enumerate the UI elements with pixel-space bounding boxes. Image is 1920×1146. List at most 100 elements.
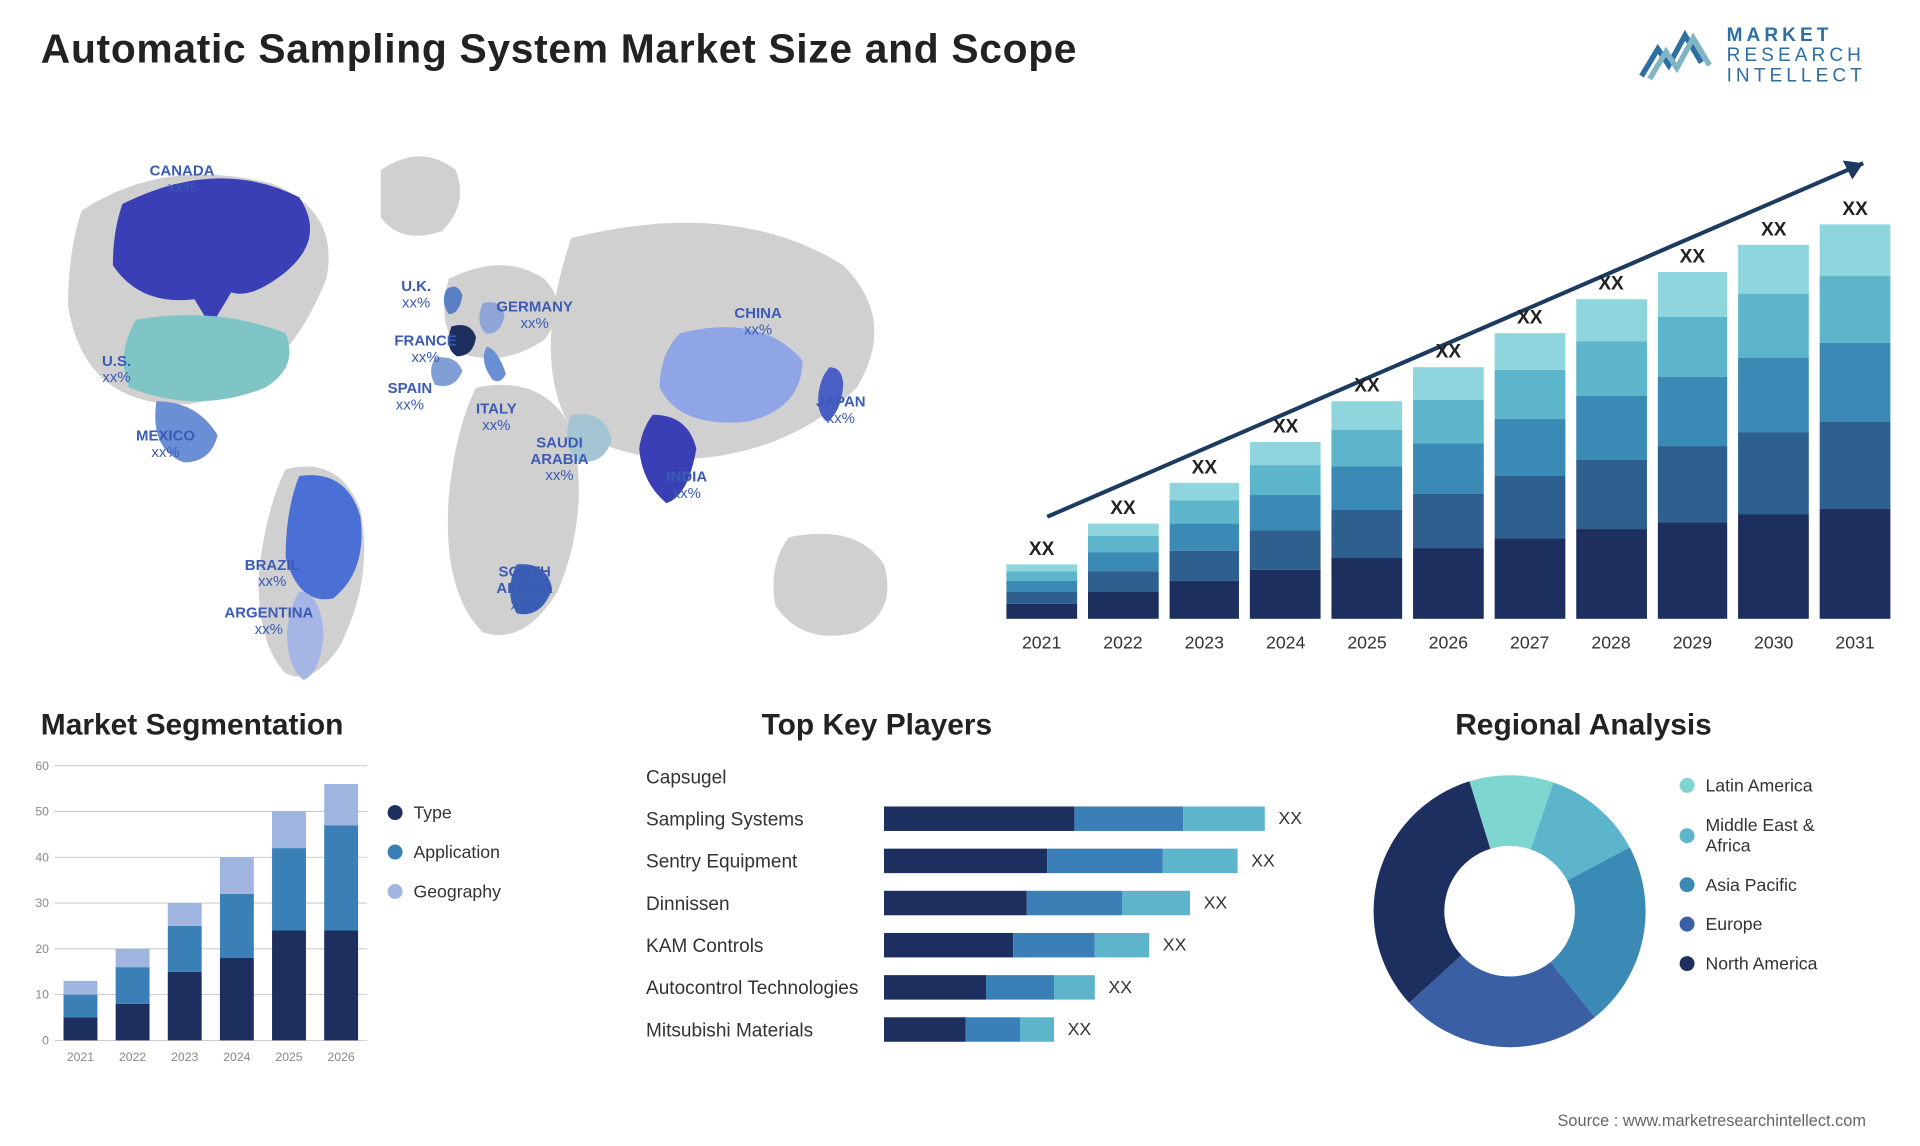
player-bar-segment [986, 974, 1054, 998]
seg-bar-segment [64, 981, 98, 995]
legend-dot [1680, 778, 1695, 793]
player-row: DinnissenXX [646, 881, 1312, 923]
player-row: Mitsubishi MaterialsXX [646, 1008, 1312, 1050]
player-row: Autocontrol Technologies XX [646, 966, 1312, 1008]
legend-dot [1680, 877, 1695, 892]
legend-label: Latin America [1705, 775, 1812, 795]
player-bar [884, 848, 1238, 872]
growth-segment [1250, 495, 1320, 530]
logo-icon [1638, 24, 1713, 85]
player-bar-segment [884, 806, 1074, 830]
svg-text:60: 60 [35, 759, 49, 773]
regional-legend-item: Middle East &Africa [1680, 815, 1818, 856]
map-country-us [124, 315, 290, 401]
growth-bar-2023: XX [1169, 456, 1239, 619]
growth-bar-label: XX [1761, 218, 1786, 240]
growth-segment [1820, 422, 1890, 509]
growth-segment [1332, 430, 1402, 467]
player-bar [884, 1017, 1054, 1041]
growth-segment [1250, 569, 1320, 618]
growth-segment [1332, 510, 1402, 558]
growth-bar-2025: XX [1332, 374, 1402, 619]
seg-bar-segment [272, 811, 306, 848]
player-bar-segment [1183, 806, 1265, 830]
player-bar-segment [1122, 890, 1190, 914]
growth-segment [1006, 592, 1076, 604]
map-label-china: CHINAxx% [734, 306, 781, 339]
legend-label: Middle East &Africa [1705, 815, 1814, 856]
seg-bar-segment [324, 825, 358, 930]
seg-bar-segment [168, 903, 202, 926]
player-bar-segment [966, 1017, 1020, 1041]
logo-line3: INTELLECT [1727, 65, 1866, 85]
seg-legend-item: Application [388, 842, 501, 862]
source-text: Source : www.marketresearchintellect.com [1558, 1111, 1866, 1130]
svg-text:2024: 2024 [223, 1050, 250, 1064]
regional-title: Regional Analysis [1455, 707, 1712, 742]
player-value: XX [1251, 850, 1275, 870]
growth-segment [1413, 493, 1483, 548]
growth-year-label: 2023 [1169, 632, 1239, 652]
growth-segment [1169, 581, 1239, 619]
svg-text:20: 20 [35, 942, 49, 956]
svg-text:0: 0 [42, 1033, 49, 1047]
player-bar-segment [1020, 1017, 1054, 1041]
growth-segment [1250, 442, 1320, 465]
growth-segment [1250, 465, 1320, 495]
map-label-u-k-: U.K.xx% [401, 279, 431, 312]
regional-legend: Latin AmericaMiddle East &AfricaAsia Pac… [1680, 775, 1818, 993]
player-bar-segment [1027, 890, 1122, 914]
player-bar-segment [884, 932, 1013, 956]
growth-segment [1576, 341, 1646, 395]
segmentation-legend: Type Application Geography [388, 802, 501, 920]
legend-dot [1680, 917, 1695, 932]
growth-bar-label: XX [1273, 415, 1298, 437]
player-value: XX [1068, 1019, 1092, 1039]
growth-segment [1169, 500, 1239, 523]
players-title: Top Key Players [762, 707, 993, 742]
growth-segment [1657, 317, 1727, 376]
growth-segment [1576, 395, 1646, 459]
player-bar [884, 890, 1190, 914]
map-label-spain: SPAINxx% [388, 381, 433, 414]
growth-segment [1413, 367, 1483, 400]
map-label-brazil: BRAZILxx% [245, 558, 300, 591]
legend-dot [388, 805, 403, 820]
regional-legend-item: Latin America [1680, 775, 1818, 795]
player-bar-segment [1163, 848, 1238, 872]
player-bar-segment [1047, 848, 1163, 872]
growth-bar-2030: XX [1739, 218, 1809, 619]
growth-segment [1088, 536, 1158, 552]
seg-legend-item: Geography [388, 881, 501, 901]
logo-line1: MARKET [1727, 25, 1866, 45]
legend-label: Geography [413, 881, 500, 901]
growth-segment [1413, 548, 1483, 618]
player-row: Capsugel [646, 755, 1312, 797]
growth-bar-2022: XX [1088, 496, 1158, 618]
seg-bar-segment [324, 931, 358, 1041]
growth-bar-label: XX [1192, 456, 1217, 478]
player-value: XX [1108, 976, 1132, 996]
growth-bar-2021: XX [1006, 537, 1076, 619]
seg-legend-item: Type [388, 802, 501, 822]
seg-bar-segment [168, 972, 202, 1041]
growth-segment [1820, 343, 1890, 422]
growth-segment [1576, 459, 1646, 529]
seg-bar-segment [116, 967, 150, 1004]
growth-segment [1169, 483, 1239, 501]
player-bar [884, 806, 1265, 830]
growth-year-label: 2024 [1250, 632, 1320, 652]
growth-segment [1332, 558, 1402, 619]
player-bar [884, 932, 1149, 956]
player-name: Autocontrol Technologies [646, 976, 884, 998]
legend-dot [388, 884, 403, 899]
svg-text:50: 50 [35, 805, 49, 819]
players-chart: CapsugelSampling SystemsXXSentry Equipme… [646, 755, 1312, 1050]
growth-segment [1739, 293, 1809, 357]
growth-segment [1088, 552, 1158, 571]
player-bar-segment [1095, 932, 1149, 956]
growth-year-label: 2027 [1494, 632, 1564, 652]
seg-bar-segment [64, 995, 98, 1018]
map-label-south-africa: SOUTHAFRICAxx% [496, 564, 553, 613]
logo-line2: RESEARCH [1727, 45, 1866, 65]
